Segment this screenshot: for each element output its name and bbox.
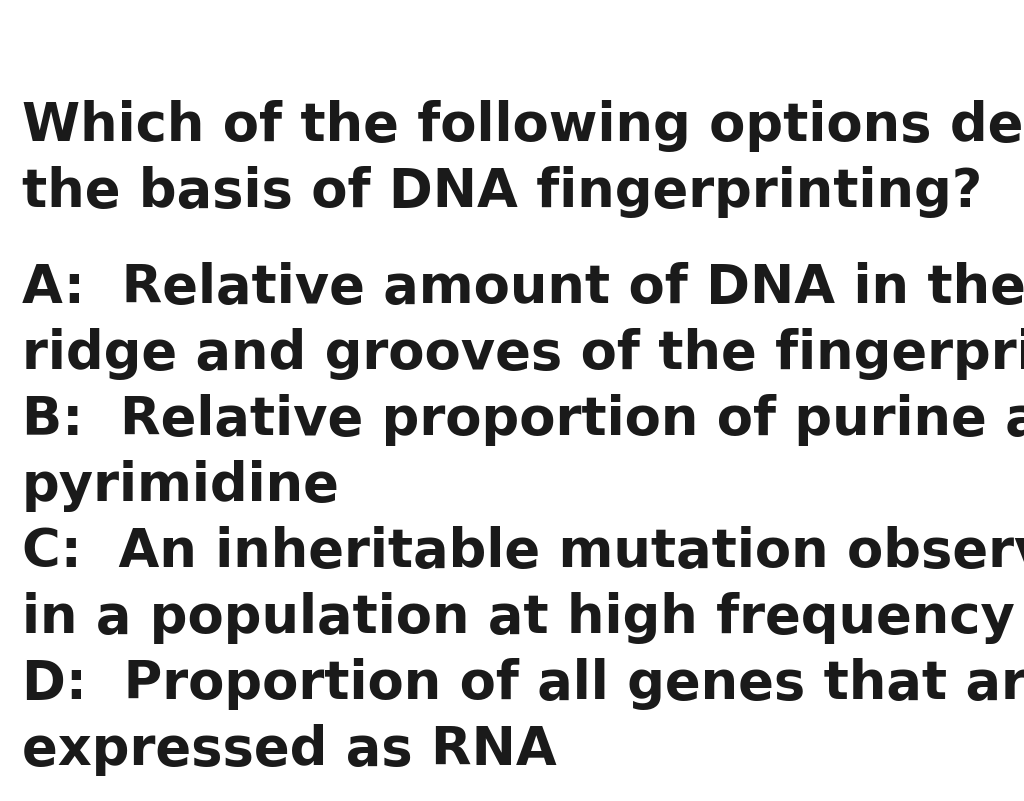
Text: in a population at high frequency: in a population at high frequency — [22, 592, 1015, 644]
Text: B:  Relative proportion of purine and: B: Relative proportion of purine and — [22, 394, 1024, 446]
Text: the basis of DNA fingerprinting?: the basis of DNA fingerprinting? — [22, 166, 982, 218]
Text: pyrimidine: pyrimidine — [22, 460, 340, 512]
Text: ridge and grooves of the fingerprint: ridge and grooves of the fingerprint — [22, 328, 1024, 380]
Text: A:  Relative amount of DNA in the: A: Relative amount of DNA in the — [22, 262, 1024, 314]
Text: expressed as RNA: expressed as RNA — [22, 724, 557, 776]
Text: D:  Proportion of all genes that are: D: Proportion of all genes that are — [22, 658, 1024, 710]
Text: Which of the following options depict: Which of the following options depict — [22, 100, 1024, 152]
Text: C:  An inheritable mutation observed: C: An inheritable mutation observed — [22, 526, 1024, 578]
